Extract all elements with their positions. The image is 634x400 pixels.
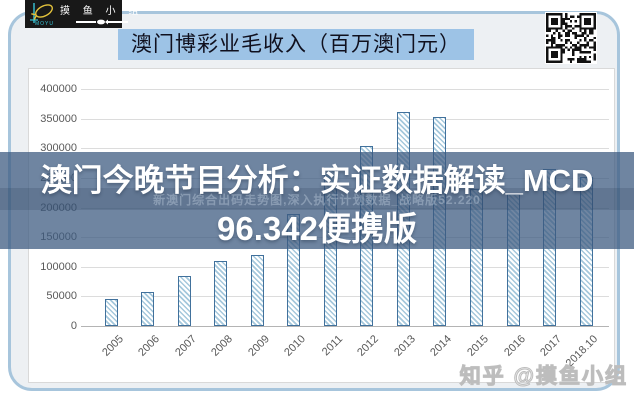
- logo-text: 摸 鱼 小 组: [60, 6, 144, 17]
- qr-code: [545, 12, 597, 64]
- x-tick-label: 2011: [319, 333, 345, 359]
- x-tick-label: 2010: [282, 333, 309, 359]
- x-axis-line: [81, 326, 609, 327]
- chart-title: 澳门博彩业毛收入（百万澳门元）: [118, 29, 474, 60]
- x-tick-label: 2006: [136, 333, 163, 359]
- fish-hook-icon: MOYU: [25, 0, 59, 28]
- logo-subtext: MOYU: [35, 21, 54, 27]
- brand-logo: MOYU 摸 鱼 小 组: [25, 0, 138, 28]
- gridline: [81, 148, 609, 150]
- bar-2009: [250, 254, 264, 326]
- x-tick-label: 2008: [209, 333, 236, 359]
- y-tick-label: 300000: [40, 142, 77, 155]
- x-tick-label: 2016: [501, 333, 528, 359]
- y-tick-label: 50000: [46, 290, 77, 303]
- overlay-title-line2: 96.342便携版: [217, 210, 417, 247]
- y-tick-label: 100000: [40, 260, 77, 273]
- overlay-banner: 澳门今晚节目分析：实证数据解读_MCD 新澳门综合出码走势图,深入执行计划数据_…: [0, 152, 634, 249]
- x-tick-label: 2009: [245, 333, 272, 359]
- bar-2005: [104, 298, 118, 326]
- x-tick-label: 2014: [428, 333, 455, 359]
- x-tick-label: 2013: [392, 333, 418, 359]
- x-tick-label: 2012: [355, 333, 382, 359]
- logo-underline: [75, 19, 128, 25]
- zhihu-watermark: 知乎 @摸鱼小组: [459, 365, 628, 389]
- x-tick-label: 2017: [538, 333, 565, 359]
- y-tick-label: 350000: [40, 112, 77, 125]
- x-tick-label: 2015: [465, 333, 491, 359]
- y-tick-label: 0: [70, 320, 77, 332]
- x-tick-label: 2005: [99, 333, 126, 359]
- overlay-substrip: [0, 188, 634, 210]
- y-tick-label: 400000: [40, 83, 77, 95]
- x-tick-label: 2007: [172, 333, 199, 359]
- bar-2006: [141, 291, 155, 326]
- gridline: [81, 89, 609, 90]
- gridline: [81, 118, 609, 120]
- overlay-faint-watermark: 新澳门综合出码走势图,深入执行计划数据_战略版52.220: [153, 193, 481, 207]
- bar-2007: [177, 276, 191, 326]
- gridline: [81, 296, 609, 298]
- small-fish-icon: [96, 19, 108, 25]
- overlay-title-line1: 澳门今晚节目分析：实证数据解读_MCD: [40, 163, 594, 198]
- gridline: [81, 266, 609, 268]
- bar-2008: [214, 260, 228, 326]
